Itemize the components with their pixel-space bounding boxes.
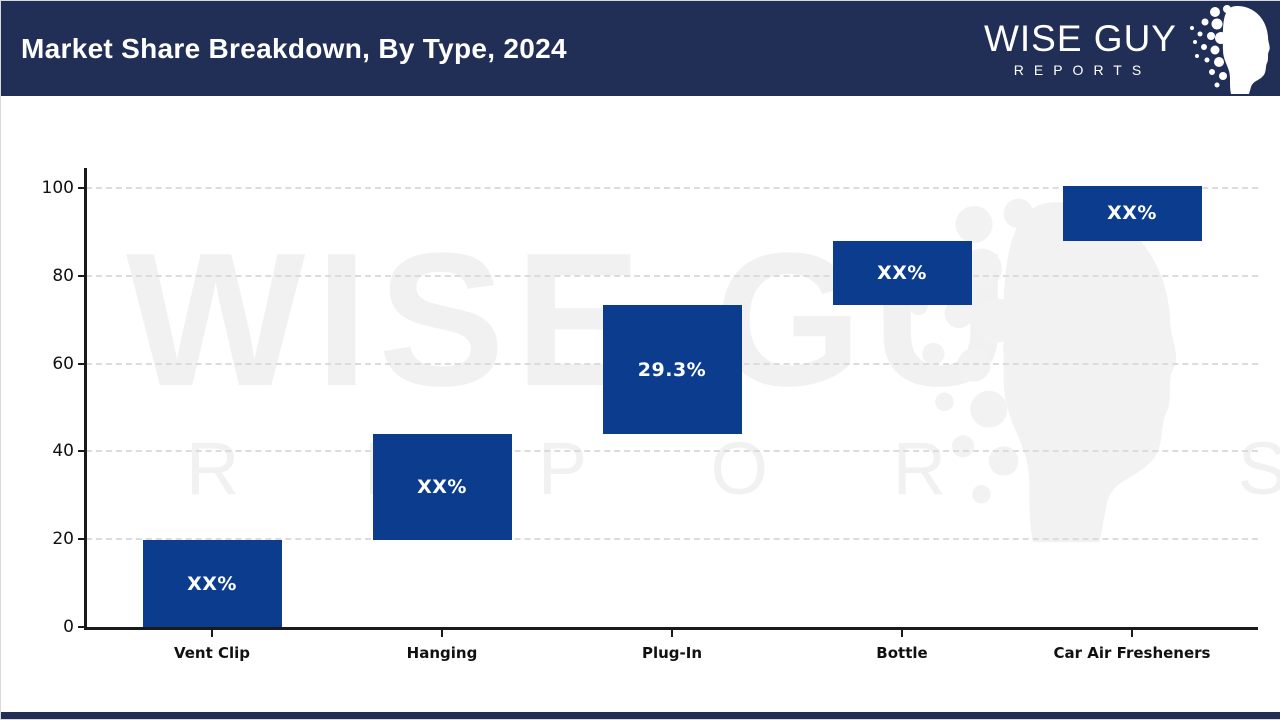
- wiseguy-logo: WISE GUY REPORTS: [984, 4, 1280, 94]
- bar-value-label: 29.3%: [637, 358, 707, 381]
- y-tick-label: 0: [63, 617, 74, 637]
- logo-brand-label: WISE GUY: [983, 17, 1177, 59]
- y-axis: [84, 168, 87, 629]
- x-tick-label: Car Air Fresheners: [1053, 644, 1211, 662]
- bar-segment: XX%: [1062, 185, 1202, 241]
- bar-value-label: XX%: [877, 261, 927, 284]
- y-tick-mark: [78, 450, 86, 453]
- x-tick-mark: [1131, 629, 1133, 637]
- y-tick-mark: [78, 538, 86, 541]
- y-tick-label: 20: [52, 529, 74, 550]
- y-tick-label: 60: [52, 353, 74, 374]
- x-tick-mark: [901, 629, 903, 637]
- bar-value-label: XX%: [417, 475, 467, 498]
- y-tick-label: 100: [41, 178, 74, 198]
- x-tick-label: Plug-In: [641, 644, 703, 662]
- logo-text: WISE GUY REPORTS: [984, 20, 1177, 78]
- chart-canvas: WISE GUY R E P O R T S 0 20 40 60 80 100 XX% Ve…: [1, 96, 1280, 714]
- y-tick-mark: [78, 274, 86, 277]
- gridline: [86, 450, 1258, 453]
- bar-value-label: XX%: [1107, 202, 1157, 225]
- bar-segment: XX%: [372, 433, 512, 541]
- logo-face-icon: [1190, 4, 1270, 94]
- bar-segment: XX%: [142, 540, 282, 627]
- y-tick-mark: [78, 626, 86, 628]
- watermark: WISE GUY R E P O R T S: [1, 96, 1280, 714]
- y-tick-label: 80: [52, 265, 74, 286]
- bar-segment: XX%: [832, 240, 972, 306]
- y-tick-mark: [78, 362, 86, 365]
- gridline: [86, 187, 1258, 189]
- header-bar: Market Share Breakdown, By Type, 2024 WI…: [1, 1, 1280, 96]
- y-tick-mark: [78, 187, 86, 189]
- plot-area: 0 20 40 60 80 100 XX% Vent Clip XX% Hanging 29.3% P…: [1, 96, 1280, 714]
- x-tick-mark: [211, 629, 213, 637]
- x-tick-mark: [671, 629, 673, 637]
- x-tick-label: Hanging: [406, 644, 478, 662]
- footer-bar: [1, 712, 1280, 719]
- bar-value-label: XX%: [187, 572, 237, 595]
- x-tick-mark: [441, 629, 443, 637]
- gridline: [86, 538, 1258, 541]
- x-axis: [84, 627, 1258, 630]
- y-tick-label: 40: [52, 441, 74, 462]
- logo-sub-label: REPORTS: [1013, 61, 1152, 78]
- page-title: Market Share Breakdown, By Type, 2024: [21, 32, 567, 64]
- x-tick-label: Bottle: [876, 644, 928, 662]
- bar-segment: 29.3%: [602, 305, 742, 434]
- gridline: [86, 274, 1258, 277]
- x-tick-label: Vent Clip: [173, 644, 251, 662]
